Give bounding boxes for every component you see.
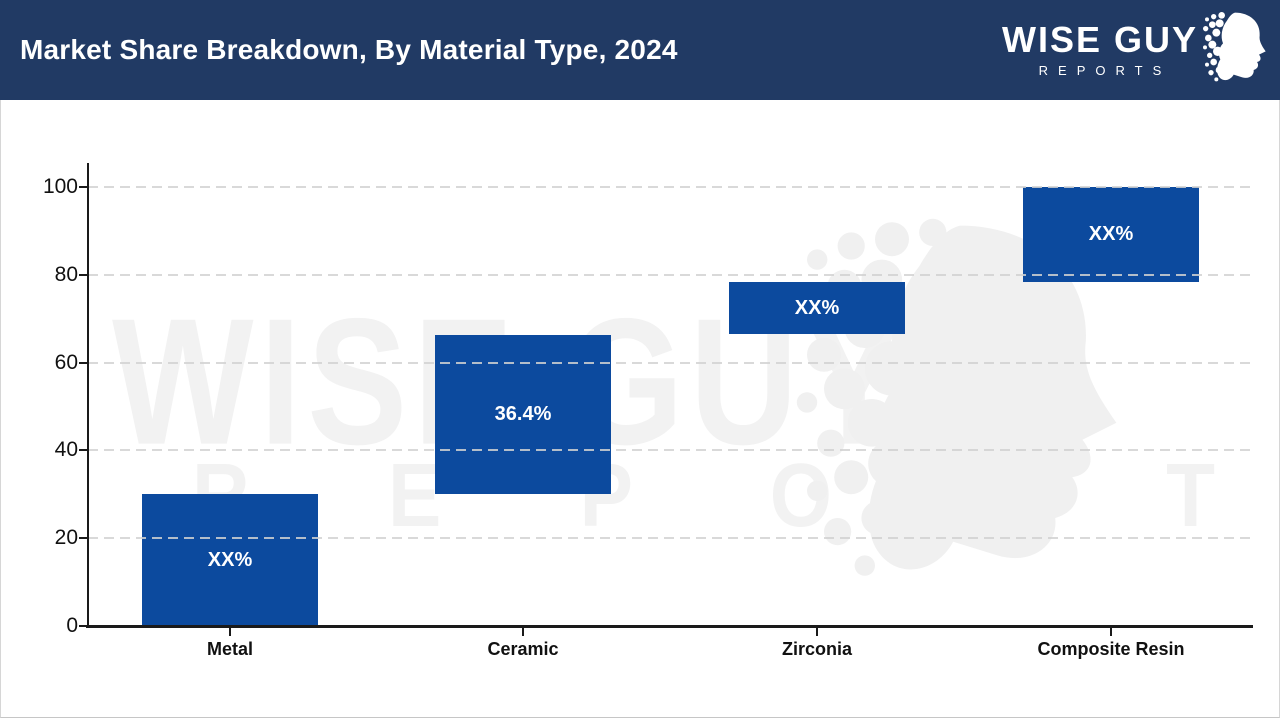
bar-value-label-ceramic: 36.4% <box>494 402 552 425</box>
x-axis-line <box>86 625 1253 628</box>
brand-logo-text: WISE GUY REPORTS <box>1001 19 1198 79</box>
y-axis-line <box>87 163 89 628</box>
gridline-40 <box>88 449 1253 452</box>
x-tick-label-ceramic: Ceramic <box>487 639 559 659</box>
y-tick-0 <box>79 625 88 627</box>
x-tick-label-metal: Metal <box>206 639 253 659</box>
bar-composite-resin: XX% <box>1023 187 1199 282</box>
logo-subtext: REPORTS <box>1038 63 1172 78</box>
y-tick-100 <box>79 186 88 188</box>
y-tick-label-80: 80 <box>54 262 78 286</box>
brand-logo: WISE GUY REPORTS <box>1002 10 1270 90</box>
logo-head-icon <box>1203 12 1266 82</box>
bar-metal: XX% <box>142 494 318 626</box>
y-tick-label-0: 0 <box>66 614 78 637</box>
gridline-20 <box>88 537 1253 540</box>
gridline-60 <box>88 361 1253 364</box>
report-header: Market Share Breakdown, By Material Type… <box>0 0 1280 100</box>
y-tick-label-40: 40 <box>54 438 78 462</box>
bar-value-label-metal: XX% <box>207 548 253 571</box>
y-tick-label-20: 20 <box>54 526 78 550</box>
bar-value-label-composite-resin: XX% <box>1088 222 1134 245</box>
x-tick-ceramic <box>522 628 524 636</box>
y-tick-label-60: 60 <box>54 350 78 374</box>
page-title: Market Share Breakdown, By Material Type… <box>20 34 678 65</box>
x-tick-metal <box>229 628 231 636</box>
x-tick-zirconia <box>816 628 818 636</box>
y-tick-60 <box>79 361 88 364</box>
y-tick-40 <box>79 449 88 452</box>
y-tick-label-100: 100 <box>42 175 78 198</box>
gridline-80 <box>88 273 1253 276</box>
x-tick-label-composite-resin: Composite Resin <box>1037 639 1185 659</box>
x-tick-composite-resin <box>1110 628 1112 636</box>
y-tick-80 <box>79 273 88 276</box>
x-tick-label-zirconia: Zirconia <box>781 639 852 659</box>
bar-zirconia: XX% <box>729 281 905 335</box>
y-tick-20 <box>79 537 88 540</box>
gridline-100 <box>88 186 1253 188</box>
logo-wordmark: WISE GUY <box>1001 19 1198 60</box>
bar-ceramic: 36.4% <box>435 334 611 495</box>
bar-value-label-zirconia: XX% <box>794 296 840 319</box>
